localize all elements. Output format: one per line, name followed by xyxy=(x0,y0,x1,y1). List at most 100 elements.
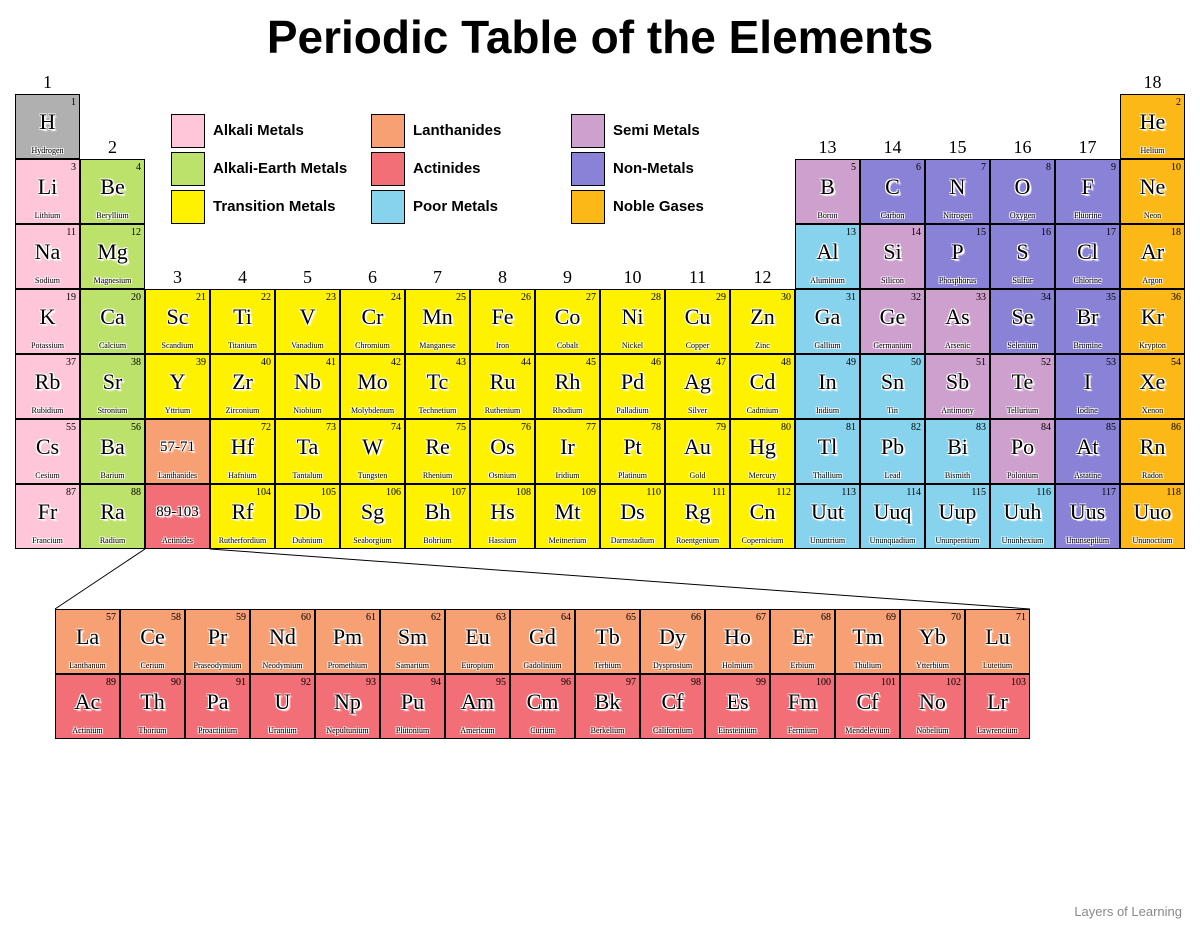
element-symbol: Xe xyxy=(1121,371,1184,393)
element-number: 23 xyxy=(326,292,336,303)
element-name: Neodymium xyxy=(251,661,314,670)
element-symbol: Pu xyxy=(381,691,444,713)
element-cell: 95AmAmericum xyxy=(445,674,510,739)
element-number: 90 xyxy=(171,677,181,688)
element-symbol: Ce xyxy=(121,626,184,648)
element-cell: 73TaTantalum xyxy=(275,419,340,484)
column-label: 17 xyxy=(1055,137,1120,158)
element-cell: 53IIodine xyxy=(1055,354,1120,419)
legend-item: Alkali-Earth Metals xyxy=(171,152,371,186)
legend: Alkali MetalsLanthanidesSemi MetalsAlkal… xyxy=(171,114,771,228)
element-cell: 28NiNickel xyxy=(600,289,665,354)
element-cell: 43TcTechnetium xyxy=(405,354,470,419)
element-name: Aluminum xyxy=(796,276,859,285)
element-number: 39 xyxy=(196,357,206,368)
element-cell: 80HgMercury xyxy=(730,419,795,484)
element-cell: 42MoMolybdenum xyxy=(340,354,405,419)
element-cell: 59PrPraseodymium xyxy=(185,609,250,674)
element-cell: 84PoPolonium xyxy=(990,419,1055,484)
element-cell: 32GeGermanium xyxy=(860,289,925,354)
element-symbol: Au xyxy=(666,436,729,458)
element-cell: 75ReRhenium xyxy=(405,419,470,484)
element-cell: 58CeCerium xyxy=(120,609,185,674)
element-number: 65 xyxy=(626,612,636,623)
element-cell: 93NpNepultunium xyxy=(315,674,380,739)
element-symbol: Tb xyxy=(576,626,639,648)
element-symbol: Bk xyxy=(576,691,639,713)
element-name: Plutonium xyxy=(381,726,444,735)
element-symbol: At xyxy=(1056,436,1119,458)
element-symbol: Mo xyxy=(341,371,404,393)
element-symbol: Fe xyxy=(471,306,534,328)
element-name: Sulfur xyxy=(991,276,1054,285)
element-name: Cadmium xyxy=(731,406,794,415)
column-label: 11 xyxy=(665,267,730,288)
element-name: Samarium xyxy=(381,661,444,670)
element-number: 30 xyxy=(781,292,791,303)
element-cell: 64GdGadolinium xyxy=(510,609,575,674)
element-symbol: Fm xyxy=(771,691,834,713)
element-cell: 62SmSamarium xyxy=(380,609,445,674)
element-number: 62 xyxy=(431,612,441,623)
element-symbol: Uuo xyxy=(1121,501,1184,523)
element-number: 107 xyxy=(451,487,466,498)
element-name: Zirconium xyxy=(211,406,274,415)
legend-label: Noble Gases xyxy=(613,199,704,215)
element-name: Actinides xyxy=(146,536,209,545)
element-name: Californium xyxy=(641,726,704,735)
element-symbol: Ho xyxy=(706,626,769,648)
element-name: Xenon xyxy=(1121,406,1184,415)
element-symbol: Th xyxy=(121,691,184,713)
element-symbol: Cu xyxy=(666,306,729,328)
element-cell: 40ZrZirconium xyxy=(210,354,275,419)
element-cell: 26FeIron xyxy=(470,289,535,354)
element-cell: 89AcActinium xyxy=(55,674,120,739)
element-cell: 52TeTellurium xyxy=(990,354,1055,419)
element-name: Tungsten xyxy=(341,471,404,480)
element-cell: 107BhBohrium xyxy=(405,484,470,549)
element-name: Niobium xyxy=(276,406,339,415)
element-name: Bismith xyxy=(926,471,989,480)
legend-item: Poor Metals xyxy=(371,190,571,224)
element-symbol: Cn xyxy=(731,501,794,523)
column-label: 10 xyxy=(600,267,665,288)
element-symbol: Rh xyxy=(536,371,599,393)
element-symbol: Tl xyxy=(796,436,859,458)
element-name: Magnesium xyxy=(81,276,144,285)
element-name: Ununpentium xyxy=(926,536,989,545)
element-cell: 100FmFermium xyxy=(770,674,835,739)
element-cell: 113UutUnuntrium xyxy=(795,484,860,549)
element-name: Tin xyxy=(861,406,924,415)
element-name: Tellurium xyxy=(991,406,1054,415)
element-cell: 70YbYtterbium xyxy=(900,609,965,674)
element-number: 21 xyxy=(196,292,206,303)
element-name: Bohrium xyxy=(406,536,469,545)
element-cell: 25MnManganese xyxy=(405,289,470,354)
element-symbol: Se xyxy=(991,306,1054,328)
element-symbol: Sg xyxy=(341,501,404,523)
element-name: Vanadium xyxy=(276,341,339,350)
element-symbol: Cm xyxy=(511,691,574,713)
element-name: Osmium xyxy=(471,471,534,480)
column-label: 8 xyxy=(470,267,535,288)
element-symbol: As xyxy=(926,306,989,328)
legend-label: Poor Metals xyxy=(413,199,498,215)
element-number: 11 xyxy=(66,227,76,238)
element-name: Erbium xyxy=(771,661,834,670)
element-number: 35 xyxy=(1106,292,1116,303)
legend-item: Actinides xyxy=(371,152,571,186)
element-number: 61 xyxy=(366,612,376,623)
element-cell: 112CnCopernicium xyxy=(730,484,795,549)
element-name: Iodine xyxy=(1056,406,1119,415)
element-name: Ununtrium xyxy=(796,536,859,545)
element-number: 15 xyxy=(976,227,986,238)
element-symbol: I xyxy=(1056,371,1119,393)
element-cell: 82PbLead xyxy=(860,419,925,484)
element-name: Tantalum xyxy=(276,471,339,480)
element-cell: 22TiTitanium xyxy=(210,289,275,354)
element-cell: 33AsArsenic xyxy=(925,289,990,354)
element-number: 115 xyxy=(971,487,986,498)
element-cell: 91PaProactinium xyxy=(185,674,250,739)
element-name: Carbon xyxy=(861,211,924,220)
element-symbol: Ru xyxy=(471,371,534,393)
